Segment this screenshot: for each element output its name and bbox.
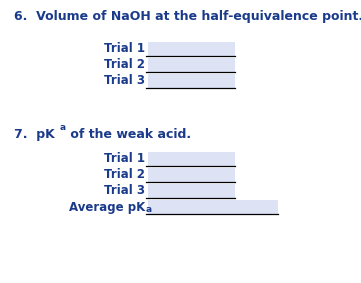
Text: Trial 1: Trial 1 (104, 153, 145, 166)
Bar (148, 184, 235, 198)
Text: Trial 2: Trial 2 (104, 168, 145, 181)
Text: a: a (146, 205, 152, 215)
Bar (148, 74, 235, 88)
Text: Trial 2: Trial 2 (104, 59, 145, 72)
Bar (148, 152, 235, 166)
Text: a: a (60, 123, 66, 132)
Bar (148, 168, 235, 182)
Text: Trial 3: Trial 3 (104, 185, 145, 198)
Text: 6.  Volume of NaOH at the half-equivalence point.: 6. Volume of NaOH at the half-equivalenc… (14, 10, 361, 23)
Bar (148, 200, 278, 214)
Bar (148, 42, 235, 56)
Text: Average pK: Average pK (69, 200, 145, 213)
Text: of the weak acid.: of the weak acid. (66, 128, 191, 141)
Text: Trial 3: Trial 3 (104, 74, 145, 87)
Text: Trial 1: Trial 1 (104, 42, 145, 55)
Bar (148, 58, 235, 72)
Text: 7.  pK: 7. pK (14, 128, 55, 141)
